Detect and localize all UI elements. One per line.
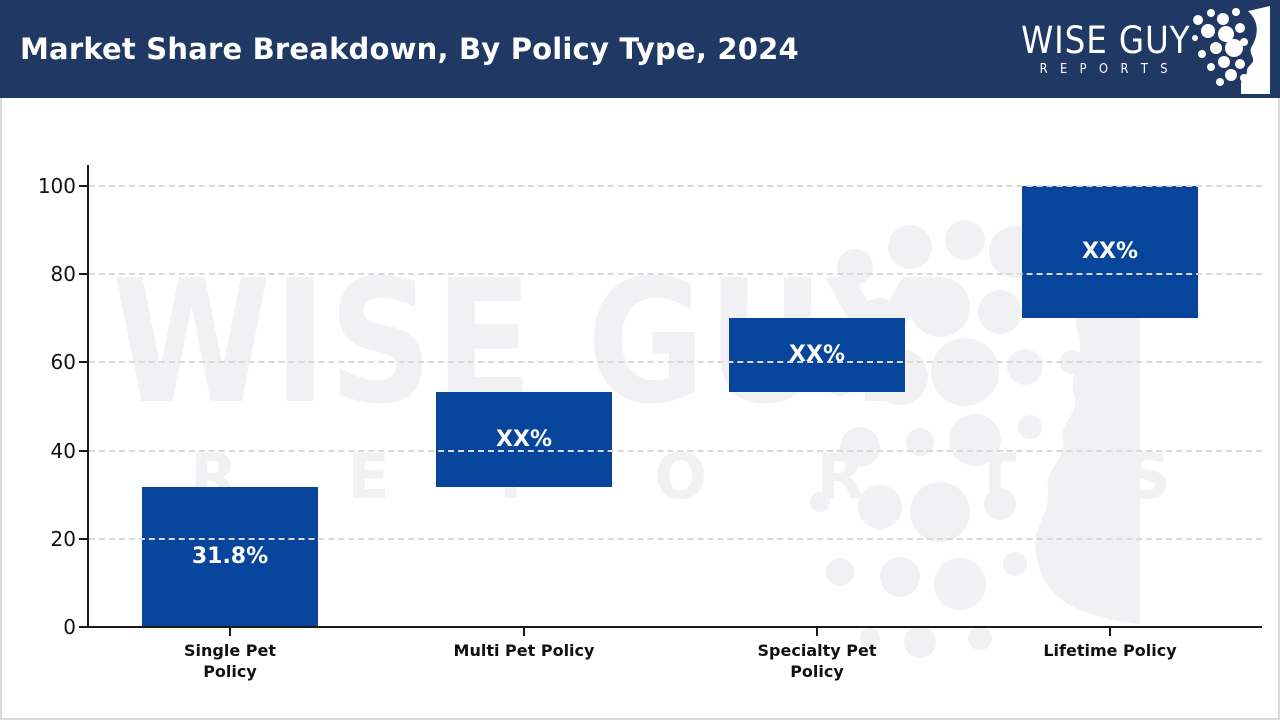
gridline [89,449,1262,452]
brand-name: WISE GUY [1020,18,1190,62]
x-axis-category-label: Multi Pet Policy [453,641,595,660]
bar-value-label: XX% [1082,239,1138,265]
bar-value-label: XX% [496,426,552,452]
y-axis-tick-label: 40 [50,438,76,463]
x-axis-category-label: Specialty Pet Policy [757,641,877,681]
bar-segment [1022,186,1198,318]
x-tick-mark [816,628,818,636]
page-border-left [0,98,2,720]
gridline [89,273,1262,276]
y-axis-tick-label: 100 [37,174,76,198]
y-axis-tick-label: 20 [50,526,76,551]
gridline [89,537,1262,540]
bar-segment [436,391,612,487]
y-axis-line [87,165,89,628]
y-tick-mark [79,449,87,452]
page-border-bottom [0,718,1280,720]
header: Market Share Breakdown, By Policy Type, … [0,0,1280,98]
x-axis-category-label: Single Pet Policy [184,641,276,681]
y-tick-mark [79,185,87,187]
y-axis-tick-label: 0 [63,615,76,639]
bar-value-label: XX% [789,342,845,368]
gridline [89,185,1262,187]
bar-segment [142,486,318,627]
x-axis-category-label: Lifetime Policy [1043,641,1177,660]
brand-wordmark: WISE GUY R E P O R T S [1021,22,1190,77]
y-tick-mark [79,626,87,628]
page-border-right [1278,98,1280,720]
gridline [89,361,1262,364]
y-axis-tick-label: 60 [50,350,76,375]
y-tick-mark [79,537,87,540]
brand-tagline: R E P O R T S [1039,61,1172,77]
y-axis-tick-label: 80 [50,262,76,287]
page-title: Market Share Breakdown, By Policy Type, … [20,32,799,66]
x-tick-mark [523,628,525,636]
y-tick-mark [79,273,87,276]
watermark-head-icon [810,220,1140,658]
brand-logo: WISE GUY R E P O R T S [998,4,1270,94]
x-tick-mark [229,628,231,636]
bar-value-label: 31.8% [191,544,269,570]
bar-segment [729,317,905,392]
x-axis-line [87,626,1262,628]
x-tick-mark [1109,628,1111,636]
y-tick-mark [79,361,87,364]
brand-head-icon [1192,6,1270,94]
